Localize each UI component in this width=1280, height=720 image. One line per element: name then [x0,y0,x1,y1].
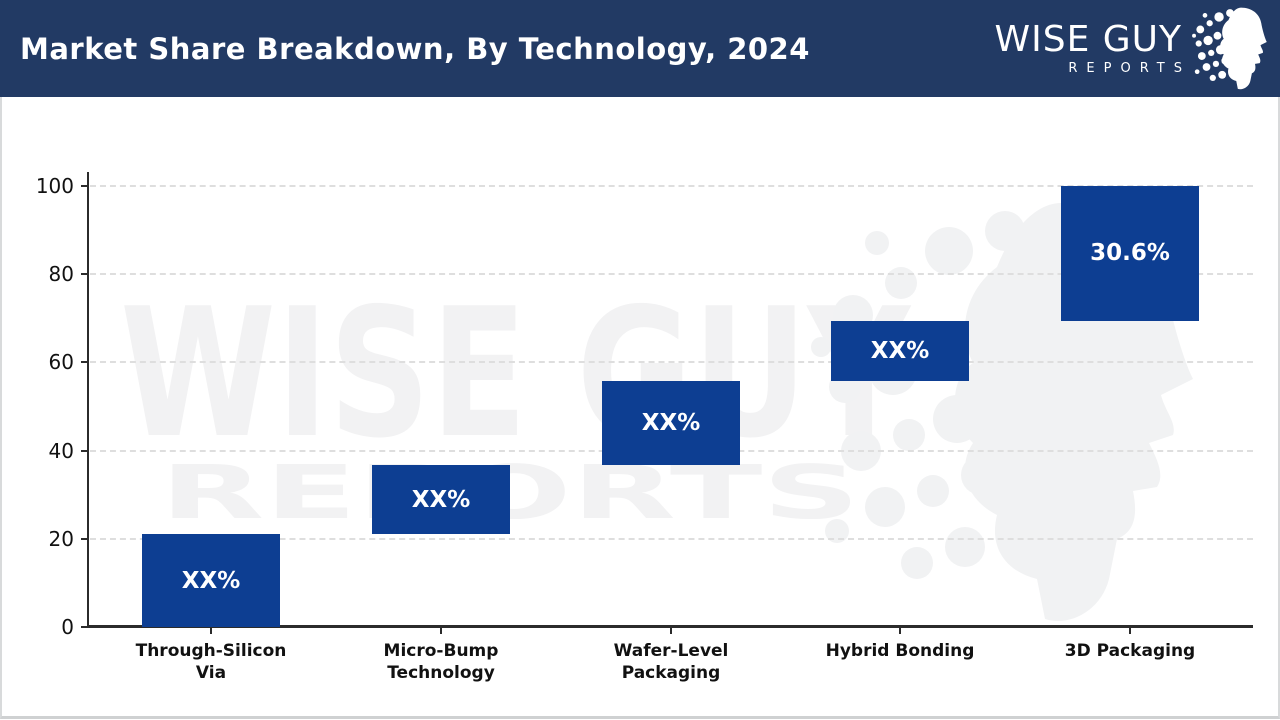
gridline-80 [90,273,1253,276]
bar-wafer-level: XX% [602,380,740,466]
logo-wordmark: WISE GUY [994,19,1182,60]
gridline-100 [90,185,1253,187]
bar-value-label-wafer-level: XX% [641,410,701,437]
y-tick-label-40: 40 [48,438,74,463]
y-axis-spine [87,172,89,628]
category-label-through-silicon: Through-Silicon Via [135,641,287,684]
bar-value-label-3d-packaging: 30.6% [1090,240,1170,267]
page-title: Market Share Breakdown, By Technology, 2… [20,31,810,66]
x-axis-spine [87,625,1253,628]
category-label-micro-bump: Micro-Bump Technology [383,641,499,684]
bar-hybrid-bonding: XX% [831,320,969,381]
y-tick-label-60: 60 [48,350,74,375]
category-label-3d-packaging: 3D Packaging [1064,641,1196,661]
watermark-line1: WISE GUY [120,270,912,477]
y-tick-100 [81,185,88,187]
y-tick-40 [81,449,88,452]
y-tick-60 [81,361,88,364]
x-tick-hybrid-bonding [899,627,901,634]
y-tick-label-80: 80 [48,262,74,287]
wise-guy-reports-logo: WISE GUY REPORTS [995,6,1280,92]
bar-value-label-micro-bump: XX% [411,486,471,513]
y-tick-label-0: 0 [61,615,74,639]
bar-value-label-through-silicon: XX% [181,567,241,594]
category-label-hybrid-bonding: Hybrid Bonding [825,641,975,661]
x-tick-micro-bump [440,627,442,634]
logo-subtitle: REPORTS [1068,61,1191,76]
header-band: Market Share Breakdown, By Technology, 2… [0,0,1280,97]
watermark-line2: REPORTS [160,450,860,536]
x-tick-through-silicon [210,627,212,634]
gridline-60 [90,361,1253,364]
y-tick-80 [81,273,88,276]
y-tick-20 [81,537,88,540]
watermark-wordmark: WISE GUY REPORTS [120,270,912,536]
gridline-20 [90,537,1253,540]
bar-3d-packaging: 30.6% [1061,186,1199,321]
y-tick-label-100: 100 [35,174,74,198]
bar-value-label-hybrid-bonding: XX% [870,337,930,364]
bar-through-silicon: XX% [142,534,280,627]
y-tick-0 [81,626,88,628]
x-tick-3d-packaging [1129,627,1131,634]
logo-text: WISE GUY REPORTS [994,19,1183,76]
category-label-wafer-level: Wafer-Level Packaging [613,641,729,684]
x-tick-wafer-level [670,627,672,634]
bar-micro-bump: XX% [372,465,510,535]
y-tick-label-20: 20 [48,526,74,551]
